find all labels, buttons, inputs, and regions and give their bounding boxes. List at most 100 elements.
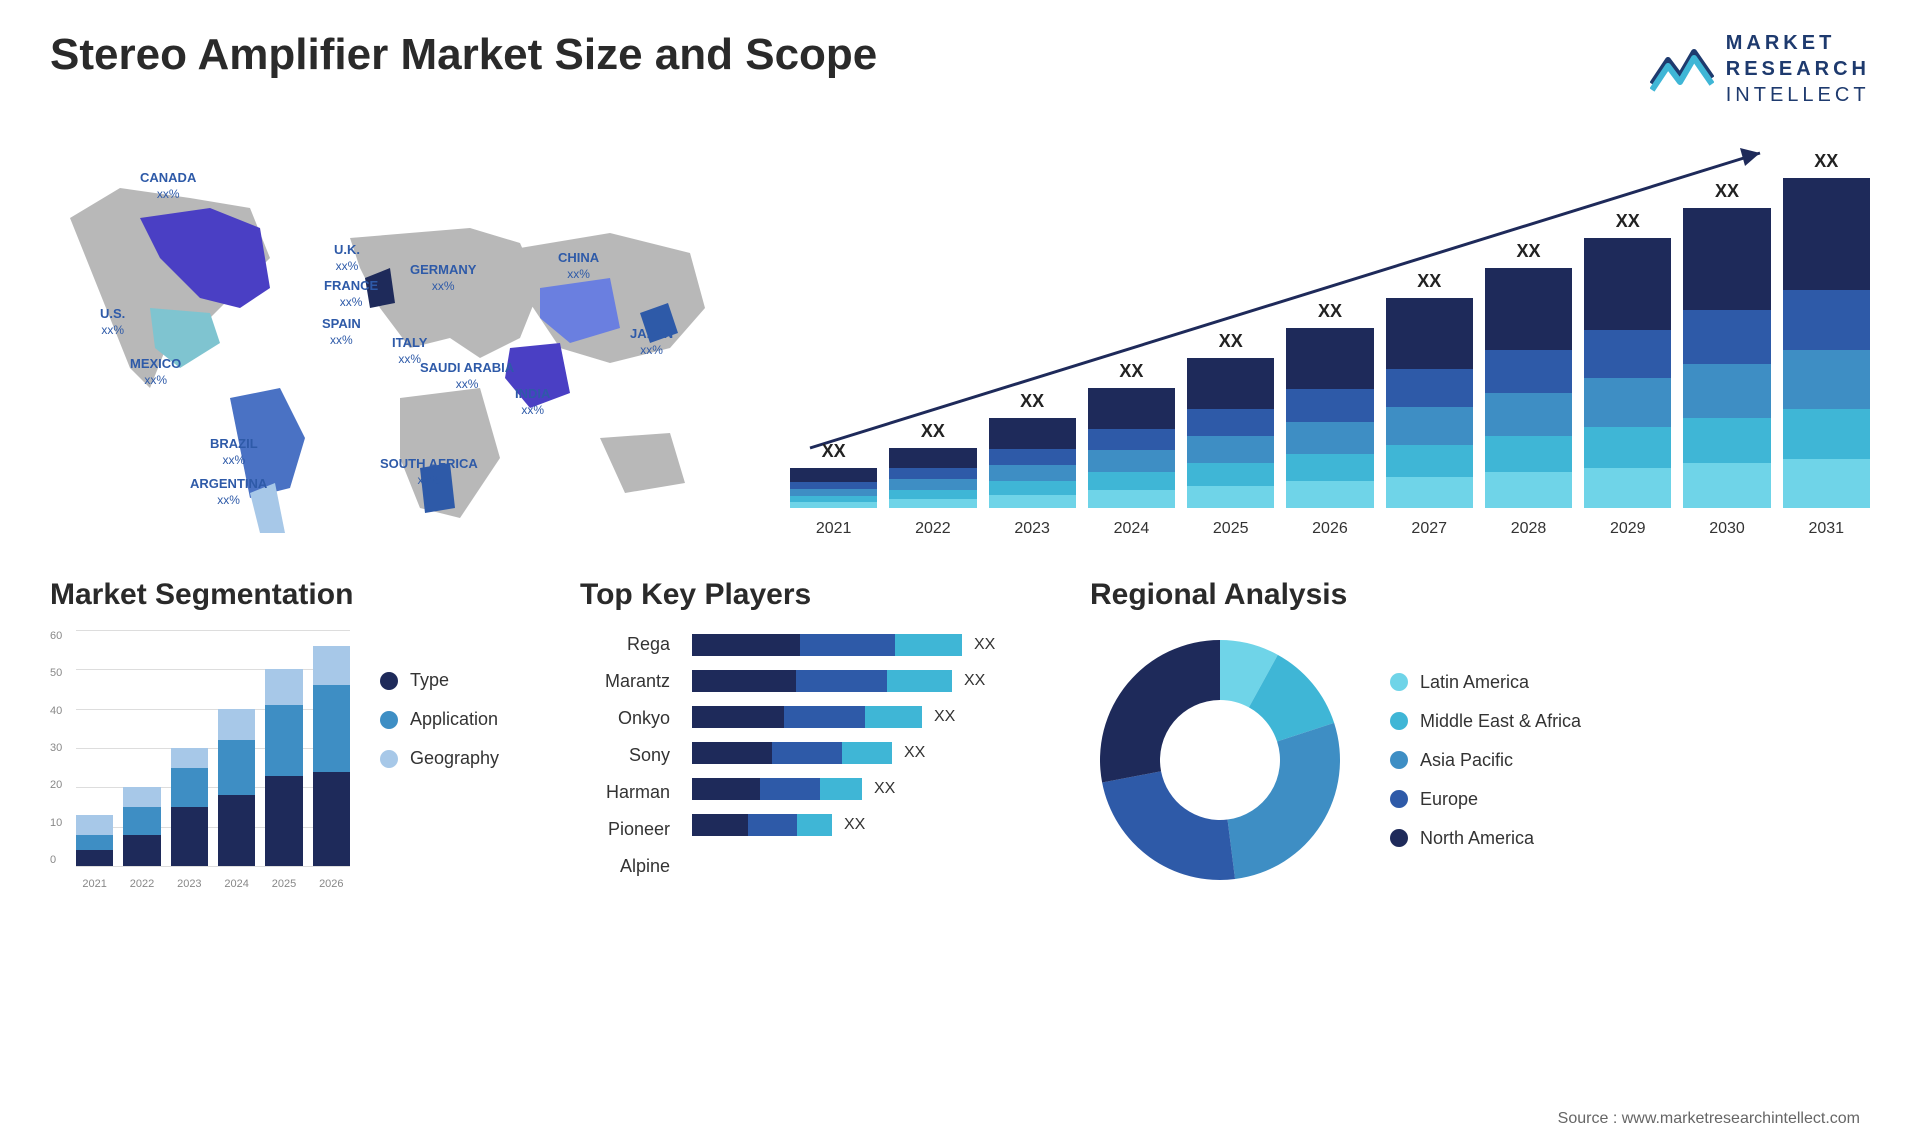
logo-text: MARKET RESEARCH INTELLECT [1726, 30, 1870, 108]
legend-dot-icon [1390, 829, 1408, 847]
growth-bar: XX [1386, 271, 1473, 508]
growth-bar: XX [1783, 151, 1870, 508]
regional-panel: Regional Analysis Latin AmericaMiddle Ea… [1090, 578, 1870, 890]
player-name: Pioneer [580, 819, 670, 840]
growth-year-label: 2031 [1783, 514, 1870, 538]
seg-bar [123, 787, 160, 866]
legend-item: Geography [380, 748, 499, 769]
logo-line-2: RESEARCH [1726, 56, 1870, 82]
map-label: U.S.xx% [100, 306, 125, 337]
legend-dot-icon [1390, 712, 1408, 730]
map-label: CHINAxx% [558, 250, 599, 281]
segmentation-chart: 6050403020100 202120222023202420252026 [50, 630, 350, 890]
top-row: CANADAxx% U.S.xx%MEXICOxx% BRAZILxx% ARGENT… [50, 138, 1870, 538]
legend-item: Application [380, 709, 499, 730]
growth-bar-value: XX [822, 441, 846, 462]
player-name: Marantz [580, 671, 670, 692]
player-value: XX [974, 636, 995, 654]
growth-year-label: 2030 [1683, 514, 1770, 538]
donut-slice [1100, 640, 1220, 782]
header: Stereo Amplifier Market Size and Scope M… [50, 30, 1870, 108]
legend-dot-icon [1390, 673, 1408, 691]
segmentation-legend: TypeApplicationGeography [380, 630, 499, 890]
growth-year-label: 2027 [1386, 514, 1473, 538]
growth-bar: XX [1485, 241, 1572, 508]
player-value: XX [964, 672, 985, 690]
map-label: CANADAxx% [140, 170, 196, 201]
logo-line-1: MARKET [1726, 30, 1870, 56]
growth-bar-value: XX [1417, 271, 1441, 292]
map-label: SOUTH AFRICAxx% [380, 456, 478, 487]
player-value: XX [844, 816, 865, 834]
growth-bar-value: XX [1814, 151, 1838, 172]
world-map-panel: CANADAxx% U.S.xx%MEXICOxx% BRAZILxx% ARGENT… [50, 138, 730, 538]
legend-item: Asia Pacific [1390, 750, 1581, 771]
map-label: BRAZILxx% [210, 436, 258, 467]
growth-bar-value: XX [1219, 331, 1243, 352]
growth-year-label: 2025 [1187, 514, 1274, 538]
legend-item: North America [1390, 828, 1581, 849]
segmentation-title: Market Segmentation [50, 578, 530, 612]
player-value: XX [904, 744, 925, 762]
player-row: XX [692, 634, 1040, 656]
growth-bar-value: XX [1715, 181, 1739, 202]
seg-bar [218, 709, 255, 866]
growth-bar: XX [1683, 181, 1770, 508]
growth-year-label: 2024 [1088, 514, 1175, 538]
players-panel: Top Key Players RegaMarantzOnkyoSonyHarm… [580, 578, 1040, 890]
seg-bar [265, 669, 302, 866]
players-bars: XX XX XX XX XX XX [692, 630, 1040, 877]
logo-line-3: INTELLECT [1726, 82, 1870, 108]
source-attribution: Source : www.marketresearchintellect.com [1558, 1110, 1860, 1128]
player-row: XX [692, 814, 1040, 836]
player-name: Rega [580, 634, 670, 655]
growth-bar-value: XX [1020, 391, 1044, 412]
player-row: XX [692, 706, 1040, 728]
growth-bar-value: XX [1119, 361, 1143, 382]
growth-bar: XX [1187, 331, 1274, 508]
growth-bar: XX [1088, 361, 1175, 508]
growth-bar: XX [1286, 301, 1373, 508]
seg-bar [76, 815, 113, 866]
growth-bar-value: XX [1616, 211, 1640, 232]
growth-bar: XX [1584, 211, 1671, 508]
growth-bars: XXXXXXXXXXXXXXXXXXXXXX [790, 178, 1870, 508]
donut-slice [1102, 771, 1235, 880]
growth-bar-value: XX [921, 421, 945, 442]
growth-chart-panel: XX XX XX XX XX XX XX XX XX XX XX 2021 2022 2023 2024 2… [790, 138, 1870, 538]
page-title: Stereo Amplifier Market Size and Scope [50, 30, 877, 80]
player-row: XX [692, 778, 1040, 800]
map-label: ARGENTINAxx% [190, 476, 267, 507]
bottom-row: Market Segmentation 6050403020100 202120… [50, 578, 1870, 890]
legend-dot-icon [380, 672, 398, 690]
growth-year-label: 2022 [889, 514, 976, 538]
player-name: Harman [580, 782, 670, 803]
map-label: SAUDI ARABIAxx% [420, 360, 514, 391]
player-row: XX [692, 670, 1040, 692]
growth-year-label: 2029 [1584, 514, 1671, 538]
player-value: XX [934, 708, 955, 726]
player-name: Alpine [580, 856, 670, 877]
growth-year-label: 2026 [1286, 514, 1373, 538]
players-list: RegaMarantzOnkyoSonyHarmanPioneerAlpine [580, 630, 670, 877]
seg-bar [171, 748, 208, 866]
map-label: MEXICOxx% [130, 356, 181, 387]
growth-year-label: 2023 [989, 514, 1076, 538]
seg-bars [76, 630, 350, 866]
legend-item: Middle East & Africa [1390, 711, 1581, 732]
growth-bar: XX [989, 391, 1076, 508]
player-value: XX [874, 780, 895, 798]
legend-dot-icon [380, 711, 398, 729]
segmentation-panel: Market Segmentation 6050403020100 202120… [50, 578, 530, 890]
seg-y-axis: 6050403020100 [50, 630, 74, 866]
growth-year-label: 2021 [790, 514, 877, 538]
seg-bar [313, 646, 350, 866]
player-name: Sony [580, 745, 670, 766]
seg-x-axis: 202120222023202420252026 [76, 878, 350, 890]
players-title: Top Key Players [580, 578, 1040, 612]
regional-legend: Latin AmericaMiddle East & AfricaAsia Pa… [1390, 672, 1581, 849]
growth-x-axis: 2021202220232024202520262027202820292030… [790, 514, 1870, 538]
player-row: XX [692, 742, 1040, 764]
regional-title: Regional Analysis [1090, 578, 1870, 612]
map-label: FRANCExx% [324, 278, 378, 309]
